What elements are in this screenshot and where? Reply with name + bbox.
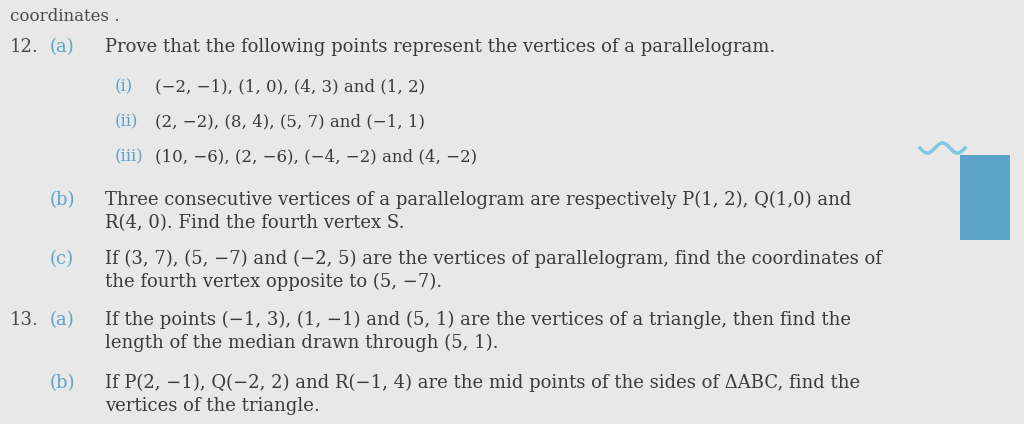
Text: 12.: 12. xyxy=(10,38,39,56)
Text: 13.: 13. xyxy=(10,311,39,329)
Text: vertices of the triangle.: vertices of the triangle. xyxy=(105,397,319,415)
Text: (ii): (ii) xyxy=(115,113,138,130)
Text: the fourth vertex opposite to (5, −7).: the fourth vertex opposite to (5, −7). xyxy=(105,273,442,291)
Bar xyxy=(961,155,1010,240)
Text: If P(2, −1), Q(−2, 2) and R(−1, 4) are the mid points of the sides of ΔABC, find: If P(2, −1), Q(−2, 2) and R(−1, 4) are t… xyxy=(105,374,860,392)
Text: If (3, 7), (5, −7) and (−2, 5) are the vertices of parallelogram, find the coord: If (3, 7), (5, −7) and (−2, 5) are the v… xyxy=(105,250,882,268)
Text: (c): (c) xyxy=(50,250,74,268)
Text: length of the median drawn through (5, 1).: length of the median drawn through (5, 1… xyxy=(105,334,499,352)
Text: (2, −2), (8, 4), (5, 7) and (−1, 1): (2, −2), (8, 4), (5, 7) and (−1, 1) xyxy=(155,113,425,130)
Text: (a): (a) xyxy=(50,38,75,56)
Text: (iii): (iii) xyxy=(115,148,143,165)
Text: (i): (i) xyxy=(115,78,133,95)
Text: (b): (b) xyxy=(50,191,76,209)
Text: (a): (a) xyxy=(50,311,75,329)
Text: R(4, 0). Find the fourth vertex S.: R(4, 0). Find the fourth vertex S. xyxy=(105,214,404,232)
Text: If the points (−1, 3), (1, −1) and (5, 1) are the vertices of a triangle, then f: If the points (−1, 3), (1, −1) and (5, 1… xyxy=(105,311,851,329)
Text: (b): (b) xyxy=(50,374,76,392)
Text: (−2, −1), (1, 0), (4, 3) and (1, 2): (−2, −1), (1, 0), (4, 3) and (1, 2) xyxy=(155,78,425,95)
Text: Three consecutive vertices of a parallelogram are respectively P(1, 2), Q(1,0) a: Three consecutive vertices of a parallel… xyxy=(105,191,851,209)
Text: (10, −6), (2, −6), (−4, −2) and (4, −2): (10, −6), (2, −6), (−4, −2) and (4, −2) xyxy=(155,148,477,165)
Text: coordinates .: coordinates . xyxy=(10,8,120,25)
Text: Prove that the following points represent the vertices of a parallelogram.: Prove that the following points represen… xyxy=(105,38,775,56)
